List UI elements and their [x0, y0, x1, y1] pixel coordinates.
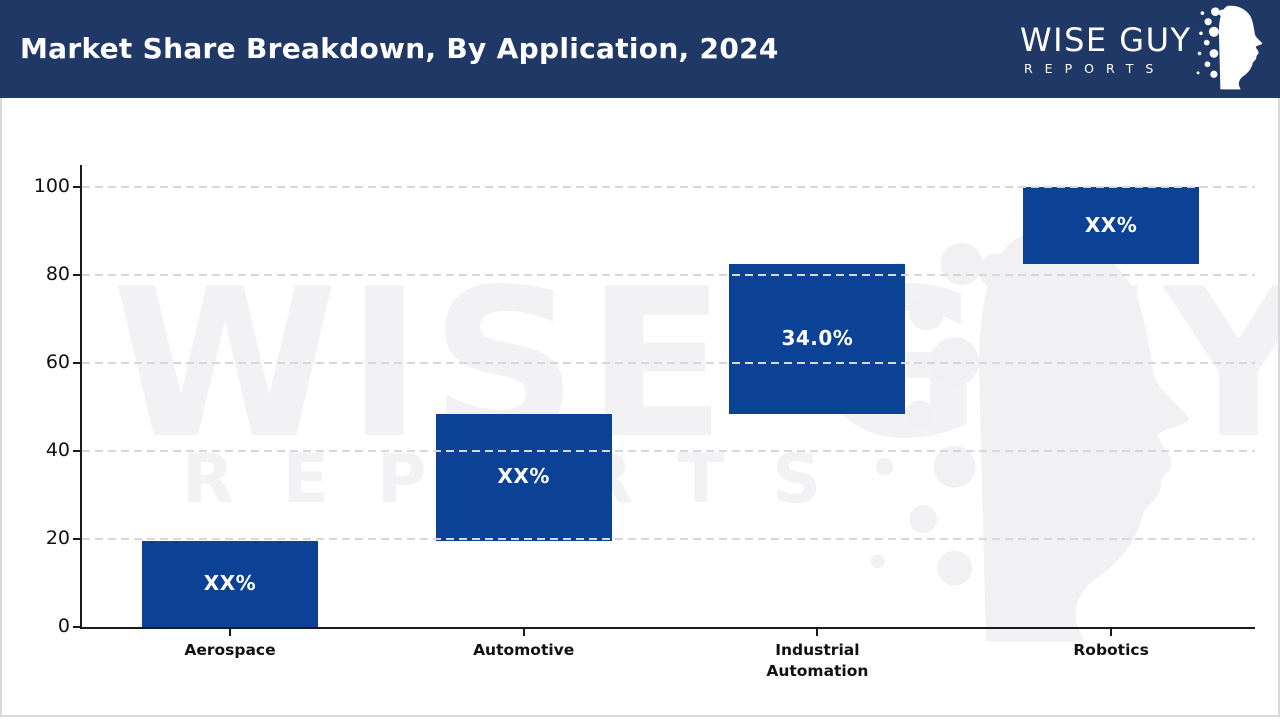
bar-industrial-automation: [729, 264, 906, 414]
x-category-label-automotive: Automotive: [473, 641, 575, 659]
header-bar: Market Share Breakdown, By Application, …: [0, 0, 1280, 98]
y-tick-mark: [73, 450, 80, 452]
y-tick-label: 40: [45, 439, 70, 461]
bar-automotive: [435, 413, 612, 542]
x-tick-mark: [229, 629, 231, 636]
x-tick-mark: [522, 629, 525, 636]
bar-value-label: XX%: [1084, 212, 1138, 237]
y-tick-label: 0: [57, 615, 70, 637]
y-axis-line: [80, 165, 82, 629]
y-tick-mark: [73, 186, 80, 188]
x-tick-mark: [816, 629, 819, 636]
bar-robotics: [1023, 187, 1200, 264]
x-axis-line: [80, 627, 1255, 629]
y-tick-mark: [73, 626, 80, 628]
y-tick-label: 20: [45, 527, 70, 549]
logo-brand-text: WISE GUY: [1020, 21, 1192, 59]
logo-sub-text: REPORTS: [1024, 61, 1165, 76]
x-category-label-robotics: Robotics: [1073, 641, 1149, 659]
bar-value-label: XX%: [203, 571, 257, 596]
gridline-y-100: [82, 186, 1255, 188]
bar-aerospace: [142, 541, 318, 627]
wiseguy-face-icon: [1196, 5, 1263, 90]
y-tick-label: 100: [33, 175, 70, 197]
gridline-y-80: [82, 274, 1255, 276]
gridline-y-60: [82, 362, 1255, 364]
gridline-y-40: [82, 450, 1255, 452]
x-category-label-aerospace: Aerospace: [184, 641, 276, 659]
y-tick-mark: [73, 274, 80, 276]
y-tick-label: 60: [45, 351, 70, 373]
x-category-label-industrial-automation: Industrial Automation: [766, 641, 869, 680]
x-tick-mark: [1110, 629, 1113, 636]
bar-value-label: 34.0%: [781, 325, 854, 350]
y-tick-label: 80: [45, 263, 70, 285]
bar-value-label: XX%: [497, 464, 550, 489]
page-title: Market Share Breakdown, By Application, …: [20, 32, 779, 65]
y-tick-mark: [73, 362, 80, 364]
gridline-y-20: [82, 538, 1255, 540]
wiseguy-logo: WISE GUY REPORTS: [1020, 5, 1263, 90]
y-tick-mark: [73, 538, 80, 540]
